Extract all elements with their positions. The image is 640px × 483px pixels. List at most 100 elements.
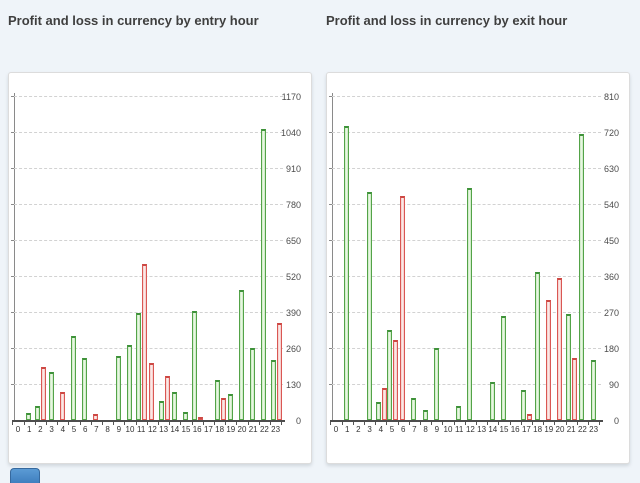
profit-bar-hour-15[interactable] (501, 316, 506, 420)
loss-bar-hour-17[interactable] (527, 414, 533, 420)
profit-bar-hour-2[interactable] (35, 406, 41, 420)
x-axis-label: 21 (248, 425, 258, 434)
gridline (332, 168, 601, 169)
loss-bar-hour-4[interactable] (381, 388, 387, 420)
y-axis-label: 540 (603, 200, 619, 210)
loss-bar-hour-7[interactable] (93, 414, 99, 420)
y-axis-label: 810 (603, 92, 619, 102)
profit-bar-hour-18[interactable] (214, 380, 220, 420)
loss-bar-hour-19[interactable] (545, 300, 551, 420)
x-axis-tick (12, 422, 14, 425)
y-axis-tick (329, 168, 332, 169)
x-axis-label: 13 (159, 425, 169, 434)
loss-bar-hour-6[interactable] (400, 196, 406, 420)
x-axis-label: 16 (192, 425, 202, 434)
gridline (14, 384, 283, 385)
x-axis-label: 2 (38, 425, 43, 434)
profit-bar-hour-5[interactable] (71, 336, 76, 420)
x-axis-label: 1 (26, 425, 32, 434)
x-axis-tick (431, 422, 433, 425)
profit-bar-hour-22[interactable] (579, 134, 585, 420)
profit-bar-hour-20[interactable] (239, 290, 244, 420)
x-axis-label: 14 (170, 425, 180, 434)
x-axis-label: 5 (389, 425, 395, 434)
loss-bar-hour-21[interactable] (572, 358, 578, 420)
x-axis-label: 15 (499, 425, 509, 434)
profit-bar-hour-16[interactable] (192, 311, 198, 420)
x-axis-label: 1 (344, 425, 350, 434)
profit-bar-hour-11[interactable] (456, 406, 462, 420)
profit-bar-hour-18[interactable] (534, 272, 540, 420)
loss-bar-hour-20[interactable] (557, 278, 562, 420)
profit-bar-hour-9[interactable] (115, 356, 121, 420)
y-axis-label: 270 (603, 308, 619, 318)
profit-bar-hour-6[interactable] (82, 358, 88, 420)
profit-bar-hour-15[interactable] (183, 412, 188, 420)
x-axis-tick (532, 422, 533, 425)
profit-bar-hour-3[interactable] (366, 192, 372, 420)
profit-bar-hour-4[interactable] (375, 402, 381, 420)
x-axis-tick (453, 422, 455, 425)
loss-bar-hour-5[interactable] (393, 340, 398, 420)
x-axis-tick (375, 422, 377, 425)
profit-bar-hour-19[interactable] (227, 394, 233, 420)
gridline (14, 240, 283, 241)
profit-bar-hour-8[interactable] (422, 410, 428, 420)
y-axis-label: 0 (613, 416, 619, 426)
profit-bar-hour-23[interactable] (590, 360, 596, 420)
bottom-toolbar-button[interactable] (10, 468, 40, 483)
loss-bar-hour-12[interactable] (149, 363, 155, 420)
profit-bar-hour-3[interactable] (48, 372, 54, 420)
profit-bar-hour-1[interactable] (344, 126, 350, 420)
profit-bar-hour-22[interactable] (261, 129, 267, 420)
loss-bar-hour-16[interactable] (198, 417, 204, 420)
y-axis-label: 130 (285, 380, 301, 390)
profit-bar-hour-21[interactable] (250, 348, 256, 420)
x-axis-tick (420, 422, 421, 425)
loss-bar-hour-23[interactable] (276, 323, 282, 420)
profit-bar-hour-14[interactable] (489, 382, 495, 420)
x-axis-tick (588, 422, 589, 425)
profit-bar-hour-9[interactable] (433, 348, 439, 420)
x-axis-label: 12 (147, 425, 157, 434)
profit-bar-hour-12[interactable] (467, 188, 473, 420)
plot-area-entry-hour: 0 130 260 390 520 650 780 910 1040 1170 0 1 2 3 4 5 6 7 8 9… (9, 73, 311, 463)
loss-bar-hour-4[interactable] (59, 392, 65, 420)
x-axis-label: 9 (116, 425, 122, 434)
x-axis-label: 14 (488, 425, 498, 434)
x-axis-tick (236, 422, 238, 425)
profit-bar-hour-5[interactable] (387, 330, 392, 420)
profit-bar-hour-1[interactable] (26, 413, 32, 420)
profit-bar-hour-14[interactable] (171, 392, 177, 420)
y-axis-tick (329, 276, 332, 277)
x-axis-tick (281, 422, 283, 425)
profit-bar-hour-11[interactable] (136, 313, 142, 420)
gridline (14, 168, 283, 169)
profit-bar-hour-10[interactable] (127, 345, 132, 420)
x-axis-label: 23 (589, 425, 599, 434)
profit-bar-hour-23[interactable] (270, 360, 276, 420)
loss-bar-hour-18[interactable] (220, 398, 226, 420)
x-axis-tick (554, 422, 556, 425)
x-axis-label: 8 (105, 425, 110, 434)
y-axis-tick (11, 312, 14, 313)
x-axis-tick (214, 422, 215, 425)
profit-bar-hour-17[interactable] (521, 390, 527, 420)
x-axis-label: 2 (356, 425, 361, 434)
x-axis-tick (146, 422, 148, 425)
y-axis-label: 650 (285, 236, 301, 246)
loss-bar-hour-2[interactable] (41, 367, 47, 420)
gridline (14, 132, 283, 133)
x-axis-tick (330, 422, 332, 425)
x-axis-tick (599, 422, 601, 425)
profit-bar-hour-7[interactable] (411, 398, 417, 420)
gridline (332, 384, 601, 385)
profit-bar-hour-13[interactable] (158, 401, 164, 420)
x-axis-tick (90, 422, 92, 425)
y-axis-label: 780 (285, 200, 301, 210)
x-axis-tick (158, 422, 159, 425)
profit-bar-hour-21[interactable] (566, 314, 572, 420)
loss-bar-hour-13[interactable] (164, 376, 170, 420)
loss-bar-hour-11[interactable] (142, 264, 148, 420)
y-axis-tick (329, 348, 332, 349)
